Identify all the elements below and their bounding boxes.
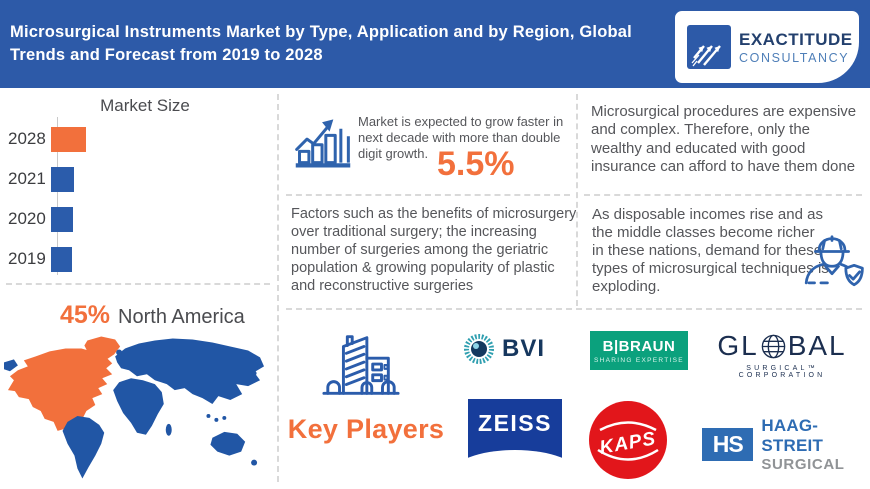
map-rest-of-world bbox=[4, 338, 265, 479]
exactitude-logo-text: EXACTITUDE CONSULTANCY bbox=[739, 30, 853, 65]
global-tagline: SURGICAL™ CORPORATION bbox=[738, 365, 826, 379]
page-title-line2: Trends and Forecast from 2019 to 2028 bbox=[10, 46, 323, 64]
global-globe-icon bbox=[761, 334, 785, 358]
global-part2: BAL bbox=[787, 330, 847, 361]
bar-year-label: 2028 bbox=[8, 129, 46, 148]
bbraun-tagline: SHARING EXPERTISE bbox=[594, 356, 684, 364]
growth-value: 5.5% bbox=[437, 145, 515, 183]
logo-haag-streit: HS HAAG-STREIT SURGICAL bbox=[702, 416, 870, 473]
global-part1: GL bbox=[717, 330, 759, 361]
insight-income: As disposable incomes rise and as the mi… bbox=[592, 206, 829, 295]
zeiss-wordmark: ZEISS bbox=[478, 410, 552, 436]
logo-name: EXACTITUDE bbox=[739, 29, 853, 49]
logo-subname: CONSULTANCY bbox=[739, 50, 850, 65]
logo-bbraun: B|BRAUN SHARING EXPERTISE bbox=[590, 331, 688, 370]
market-size-chart: 2028 2021 2020 2019 bbox=[8, 119, 258, 279]
bar-year-label: 2021 bbox=[8, 169, 46, 188]
bar-year-label: 2020 bbox=[8, 209, 46, 228]
map-north-america bbox=[7, 336, 121, 437]
divider-horizontal-bottom bbox=[286, 308, 862, 310]
bar-2019 bbox=[50, 246, 72, 272]
bar-year-label: 2019 bbox=[8, 249, 46, 268]
logo-kaps: KAPS bbox=[589, 401, 667, 479]
bar-row: 2028 bbox=[8, 119, 258, 159]
haag-streit-hs-icon: HS bbox=[702, 428, 754, 461]
world-map bbox=[4, 336, 265, 479]
chart-axis bbox=[57, 117, 58, 275]
insight-factors: Factors such as the benefits of microsur… bbox=[291, 206, 577, 294]
buildings-icon bbox=[322, 335, 400, 395]
page-title-line1: Microsurgical Instruments Market by Type… bbox=[10, 23, 632, 41]
global-wordmark: GL BAL bbox=[704, 330, 860, 362]
page-title: Microsurgical Instruments Market by Type… bbox=[10, 21, 632, 67]
region-stat: 45% North America bbox=[60, 301, 245, 330]
growth-chart-icon bbox=[295, 119, 351, 168]
insight-expensive: Microsurgical procedures are expensive a… bbox=[591, 103, 857, 175]
divider-vertical-left bbox=[277, 94, 279, 482]
bar-row: 2019 bbox=[8, 239, 258, 279]
growth-text: Market is expected to grow faster in nex… bbox=[358, 114, 564, 161]
divider-horizontal-left bbox=[6, 283, 270, 285]
divider-horizontal-middle bbox=[286, 194, 570, 196]
divider-vertical-right bbox=[576, 94, 578, 306]
region-share-value: 45% bbox=[60, 301, 111, 329]
bar-row: 2020 bbox=[8, 199, 258, 239]
engineer-icon bbox=[804, 235, 864, 287]
bbraun-wordmark: B|BRAUN bbox=[602, 337, 676, 355]
haag-streit-line2: SURGICAL bbox=[761, 456, 845, 473]
bar-2021 bbox=[50, 166, 74, 192]
chart-title: Market Size bbox=[100, 96, 190, 115]
key-players-label: Key Players bbox=[287, 414, 445, 444]
haag-streit-line1: HAAG-STREIT bbox=[761, 416, 824, 455]
logo-global-surgical: GL BAL SURGICAL™ CORPORATION bbox=[704, 330, 860, 379]
bvi-wordmark: BVI bbox=[502, 335, 546, 362]
exactitude-logo: EXACTITUDE CONSULTANCY bbox=[672, 8, 862, 86]
exactitude-arrows-icon bbox=[687, 25, 731, 69]
bar-row: 2021 bbox=[8, 159, 258, 199]
logo-bvi: BVI bbox=[463, 333, 545, 365]
bvi-eye-icon bbox=[464, 334, 494, 364]
region-name: North America bbox=[118, 306, 245, 328]
bar-2020 bbox=[50, 206, 73, 232]
haag-streit-wordmark: HAAG-STREIT SURGICAL bbox=[761, 416, 870, 473]
logo-zeiss: ZEISS bbox=[468, 399, 562, 462]
bar-2028 bbox=[50, 126, 86, 152]
divider-horizontal-right bbox=[584, 194, 862, 196]
